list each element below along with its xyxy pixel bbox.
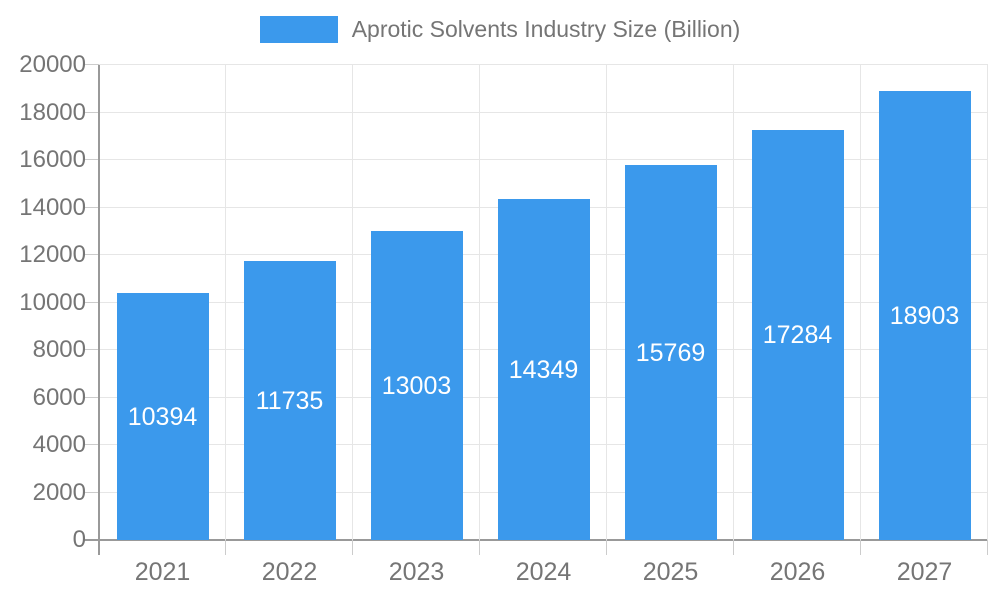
y-axis-tick [84, 396, 99, 398]
x-axis-tick-label: 2027 [896, 558, 953, 586]
y-axis-tick-label: 6000 [32, 383, 86, 411]
gridline-vertical [860, 65, 861, 540]
y-axis-line [98, 65, 100, 540]
gridline-horizontal [99, 111, 988, 113]
gridline-vertical [733, 65, 734, 540]
y-axis-tick [84, 349, 99, 350]
y-axis-tick [84, 301, 99, 303]
bar-2021[interactable] [116, 293, 209, 540]
y-axis-tick-label: 12000 [19, 241, 86, 268]
bar-2024[interactable] [497, 199, 590, 540]
y-axis-tick [84, 491, 99, 493]
y-axis-tick [84, 159, 99, 160]
bar-2027[interactable] [878, 91, 971, 540]
y-axis-tick-label: 4000 [32, 431, 86, 458]
bar-2026[interactable] [751, 129, 844, 540]
y-axis-tick-label: 2000 [32, 478, 86, 506]
x-axis-tick [987, 540, 988, 555]
y-axis-tick [84, 111, 99, 113]
gridline-vertical [606, 65, 607, 540]
x-axis-tick [606, 540, 607, 555]
y-axis-tick [84, 539, 99, 541]
bar-2025[interactable] [624, 165, 717, 540]
x-axis-tick-label: 2022 [261, 558, 318, 586]
gridline-horizontal [99, 159, 988, 160]
y-axis-tick-label: 16000 [19, 146, 86, 173]
bar-2022[interactable] [243, 261, 336, 540]
y-axis-tick [84, 206, 99, 208]
gridline-vertical [225, 65, 226, 540]
x-axis-tick-label: 2021 [134, 558, 191, 586]
y-axis-tick-label: 14000 [19, 193, 86, 221]
x-axis-tick [98, 540, 100, 555]
x-axis-tick-label: 2026 [769, 558, 826, 586]
legend-swatch-icon [259, 16, 338, 43]
y-axis-tick [84, 444, 99, 445]
y-axis-tick [84, 64, 99, 65]
legend-label: Aprotic Solvents Industry Size (Billion) [351, 16, 741, 42]
x-axis-tick-label: 2025 [642, 558, 699, 586]
x-axis-tick-label: 2024 [515, 558, 572, 586]
x-axis-tick [733, 540, 734, 555]
gridline-vertical [987, 65, 988, 540]
x-axis-tick-label: 2023 [388, 558, 445, 586]
y-axis-tick-label: 0 [72, 526, 86, 553]
y-axis-tick-label: 20000 [19, 51, 86, 78]
gridline-vertical [352, 65, 353, 540]
y-axis-tick [84, 254, 99, 255]
y-axis-tick-label: 18000 [19, 98, 86, 126]
x-axis-tick [352, 540, 353, 555]
legend[interactable]: Aprotic Solvents Industry Size (Billion) [0, 16, 1000, 43]
x-axis-tick [860, 540, 861, 555]
y-axis-tick-label: 8000 [32, 336, 86, 363]
x-axis-tick [479, 540, 480, 555]
bar-2023[interactable] [370, 231, 463, 540]
gridline-horizontal [99, 64, 988, 65]
y-axis-tick-label: 10000 [19, 288, 86, 316]
x-axis-tick [225, 540, 226, 555]
gridline-vertical [479, 65, 480, 540]
